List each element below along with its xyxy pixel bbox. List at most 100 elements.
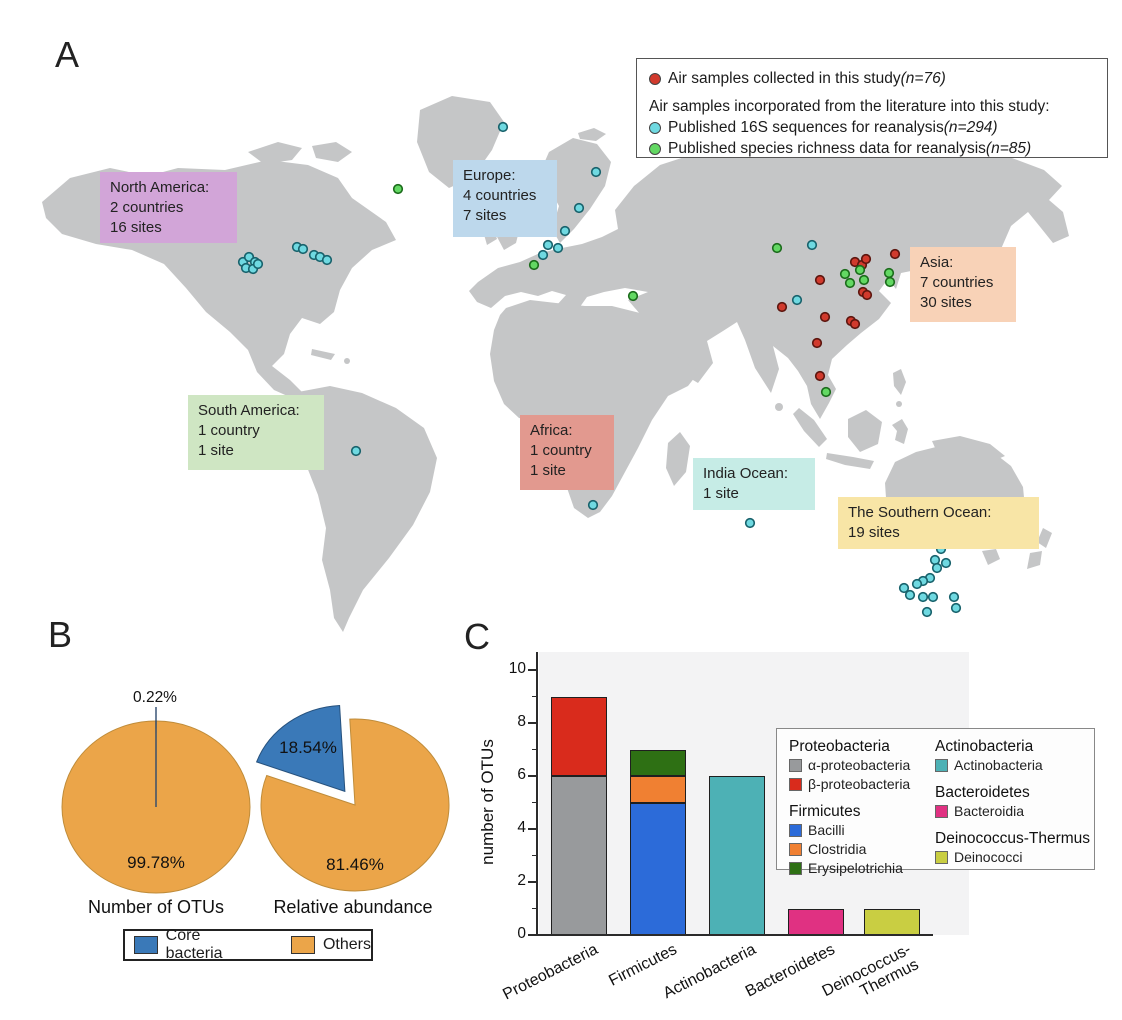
sample-site-marker-green (858, 274, 870, 286)
sample-site-marker-cyan (573, 202, 585, 214)
y-minor-tick-mark (531, 854, 537, 857)
sample-site-marker-cyan (587, 499, 599, 511)
sample-site-marker-cyan (911, 578, 923, 590)
pie1-others-label: 99.78% (127, 853, 185, 872)
sample-site-marker-cyan (921, 606, 933, 618)
y-minor-tick-mark (531, 695, 537, 698)
pie2-core-slice (255, 704, 346, 793)
y-tick-mark (528, 722, 536, 724)
sample-site-marker-cyan (590, 166, 602, 178)
legend-group-header: Actinobacteria (935, 738, 1034, 755)
sample-site-marker-green (854, 264, 866, 276)
y-tick-mark (528, 828, 536, 830)
sample-site-marker-cyan (927, 591, 939, 603)
sample-site-marker-cyan (904, 589, 916, 601)
region-label-india-ocean: India Ocean: 1 site (693, 458, 815, 510)
pie2-others-label: 81.46% (326, 855, 384, 874)
legend-swatch-icon (935, 851, 948, 864)
panel-a-letter: A (55, 34, 80, 75)
pie2-core-label: 18.54% (279, 738, 337, 757)
legend-group-header: Firmicutes (789, 803, 861, 820)
y-axis-title: number of OTUs (478, 739, 497, 865)
legend-swatch-icon (935, 759, 948, 772)
y-tick-label: 0 (517, 925, 526, 942)
sample-site-marker-cyan (950, 602, 962, 614)
legend-item: Actinobacteria (935, 756, 1093, 775)
sample-site-marker-red (860, 253, 872, 265)
sample-site-marker-green (884, 276, 896, 288)
sample-site-marker-cyan (931, 562, 943, 574)
sample-site-marker-green (771, 242, 783, 254)
region-label-southern-ocean: The Southern Ocean: 19 sites (838, 497, 1039, 549)
sample-site-marker-cyan (252, 258, 264, 270)
sample-site-marker-cyan (297, 243, 309, 255)
sample-site-marker-cyan (940, 557, 952, 569)
bar-segment-Actinobacteria (709, 776, 765, 935)
sample-site-marker-green (392, 183, 404, 195)
sample-site-marker-green (627, 290, 639, 302)
bar-legend-box: Proteobacteria α-proteobacteria β-proteoba… (776, 728, 1095, 876)
sample-site-marker-red (861, 289, 873, 301)
bar-segment-Bacilli (630, 802, 686, 935)
continents (42, 96, 1069, 632)
sample-site-marker-green (528, 259, 540, 271)
sample-site-marker-cyan (542, 239, 554, 251)
legend-item: Bacilli (789, 821, 935, 840)
sample-site-marker-red (819, 311, 831, 323)
sample-site-marker-cyan (497, 121, 509, 133)
sample-site-marker-red (814, 370, 826, 382)
pie1-title: Number of OTUs (87, 897, 225, 917)
x-axis-line (537, 933, 933, 936)
y-tick-label: 6 (517, 766, 526, 783)
y-tick-label: 2 (517, 872, 526, 889)
core-bacteria-label: Core bacteria (165, 927, 223, 962)
sample-site-marker-green (820, 386, 832, 398)
sample-site-marker-cyan (552, 242, 564, 254)
map-legend-item: Air samples incorporated from the litera… (649, 98, 1050, 115)
y-minor-tick-mark (531, 801, 537, 804)
bar-segment-α-proteobacteria (551, 776, 607, 935)
y-tick-label: 8 (517, 713, 526, 730)
map-legend-item: Published species richness data for rean… (649, 138, 1095, 159)
region-label-asia: Asia: 7 countries 30 sites (910, 247, 1016, 322)
cyan-dot-icon (649, 121, 661, 134)
legend-item: Bacteroidia (935, 802, 1093, 821)
sample-site-marker-cyan (744, 517, 756, 529)
legend-swatch-icon (789, 862, 802, 875)
y-minor-tick-mark (531, 748, 537, 751)
others-label: Others (322, 936, 371, 953)
y-tick-mark (528, 934, 536, 936)
region-label-africa: Africa: 1 country 1 site (520, 415, 614, 490)
bar-legend-column: Proteobacteria α-proteobacteria β-proteoba… (789, 737, 935, 876)
bar-legend-column: Actinobacteria Actinobacteria Bacteroidete… (935, 737, 1093, 869)
legend-group-header: Proteobacteria (789, 738, 890, 755)
legend-group-header: Bacteroidetes (935, 784, 1030, 801)
map-legend-item: Published 16S sequences for reanalysis (… (649, 117, 1095, 138)
bar-segment-β-proteobacteria (551, 696, 607, 776)
legend-swatch-icon (789, 778, 802, 791)
sample-site-marker-red (889, 248, 901, 260)
sample-site-marker-cyan (898, 582, 910, 594)
region-label-north-america: North America: 2 countries 16 sites (100, 172, 237, 243)
legend-swatch-icon (789, 824, 802, 837)
sample-site-marker-cyan (806, 239, 818, 251)
bar-plot-area (539, 652, 969, 935)
legend-item: Clostridia (789, 840, 935, 859)
bar-segment-Deinococci (864, 908, 920, 935)
y-axis-line (535, 652, 538, 936)
y-tick-mark (528, 669, 536, 671)
bar-segment-Clostridia (630, 776, 686, 803)
sample-site-marker-cyan (917, 591, 929, 603)
pie2-title: Relative abundance (273, 897, 433, 917)
region-label-europe: Europe: 4 countries 7 sites (453, 160, 557, 237)
sample-site-marker-cyan (948, 591, 960, 603)
panel-c-letter: C (464, 616, 490, 657)
legend-group-header: Deinococcus-Thermus (935, 830, 1091, 847)
sample-site-marker-cyan (559, 225, 571, 237)
bar-segment-Erysipelotrichia (630, 749, 686, 776)
pie2-others-slice (260, 718, 450, 892)
sample-site-marker-cyan (537, 249, 549, 261)
